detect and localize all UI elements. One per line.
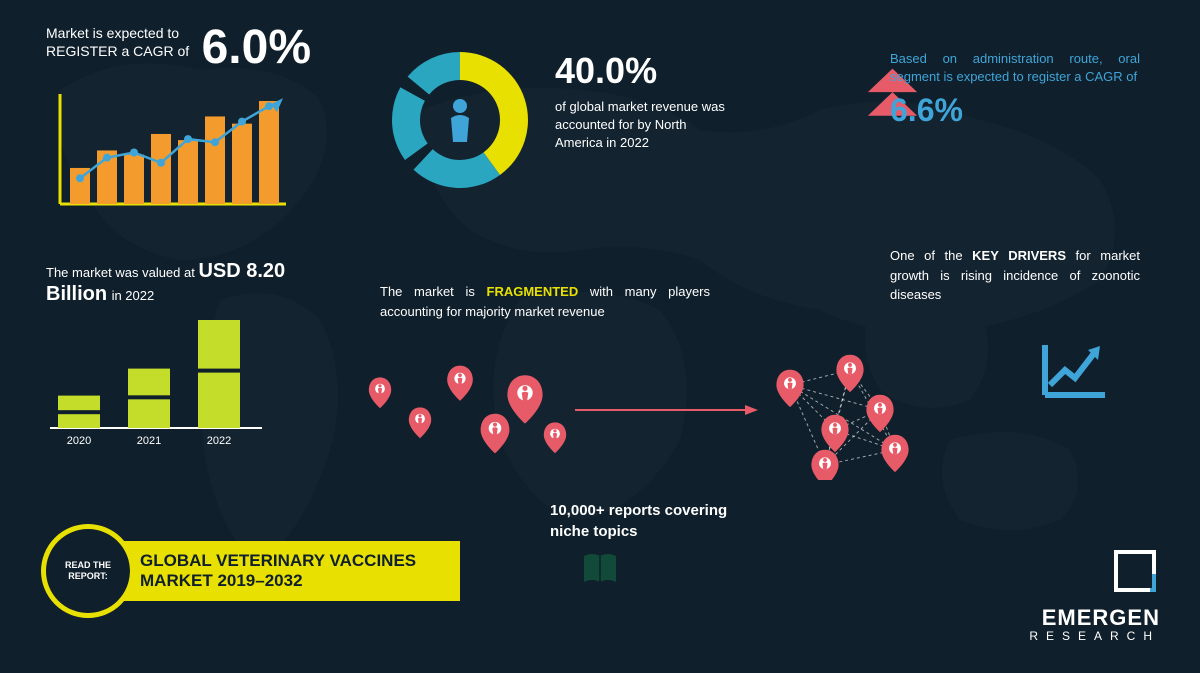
logo-name: EMERGEN	[1029, 605, 1160, 631]
fragmented-graphic	[350, 340, 910, 480]
infographic-content: Market is expected to REGISTER a CAGR of…	[0, 0, 1200, 673]
fragmented-text: The market is FRAGMENTED with many playe…	[380, 282, 710, 321]
cagr-stat: Market is expected to REGISTER a CAGR of…	[46, 24, 336, 72]
valued-post: in 2022	[112, 288, 155, 303]
logo-mark-icon	[1110, 546, 1160, 596]
donut-desc: of global market revenue was accounted f…	[555, 98, 725, 153]
report-circle: READ THE REPORT:	[46, 529, 130, 613]
reports-count: 10,000+ reports covering niche topics	[550, 500, 770, 593]
report-title-bar: GLOBAL VETERINARY VACCINES MARKET 2019–2…	[100, 541, 460, 601]
logo-sub: RESEARCH	[1029, 629, 1160, 643]
trend-up-icon	[1040, 340, 1110, 400]
valued-pre: The market was valued at	[46, 265, 198, 280]
oral-pct: 6.6%	[890, 92, 1140, 129]
reports-text: 10,000+ reports covering niche topics	[550, 500, 770, 542]
key-drivers-text: One of the KEY DRIVERS for market growth…	[890, 246, 1140, 305]
market-value-stat: The market was valued at USD 8.20 Billio…	[46, 260, 306, 306]
oral-segment-stat: Based on administration route, oral segm…	[890, 50, 1140, 129]
oral-text: Based on administration route, oral segm…	[890, 50, 1140, 86]
report-badge[interactable]: READ THE REPORT: GLOBAL VETERINARY VACCI…	[46, 529, 460, 613]
lime-bar-chart: 2020 2021 2022	[46, 310, 266, 450]
cagr-value: 6.0%	[202, 24, 311, 72]
donut-text: 40.0% of global market revenue was accou…	[555, 50, 725, 153]
donut-pct: 40.0%	[555, 50, 725, 92]
emergen-logo: EMERGEN RESEARCH	[1029, 546, 1160, 643]
svg-text:2021: 2021	[137, 435, 161, 447]
cagr-label: Market is expected to REGISTER a CAGR of	[46, 24, 189, 60]
book-icon	[580, 548, 620, 588]
report-ring-icon	[41, 524, 135, 618]
svg-text:2020: 2020	[67, 435, 91, 447]
svg-text:2022: 2022	[207, 435, 231, 447]
orange-bar-chart	[50, 86, 290, 216]
donut-chart	[380, 40, 540, 200]
